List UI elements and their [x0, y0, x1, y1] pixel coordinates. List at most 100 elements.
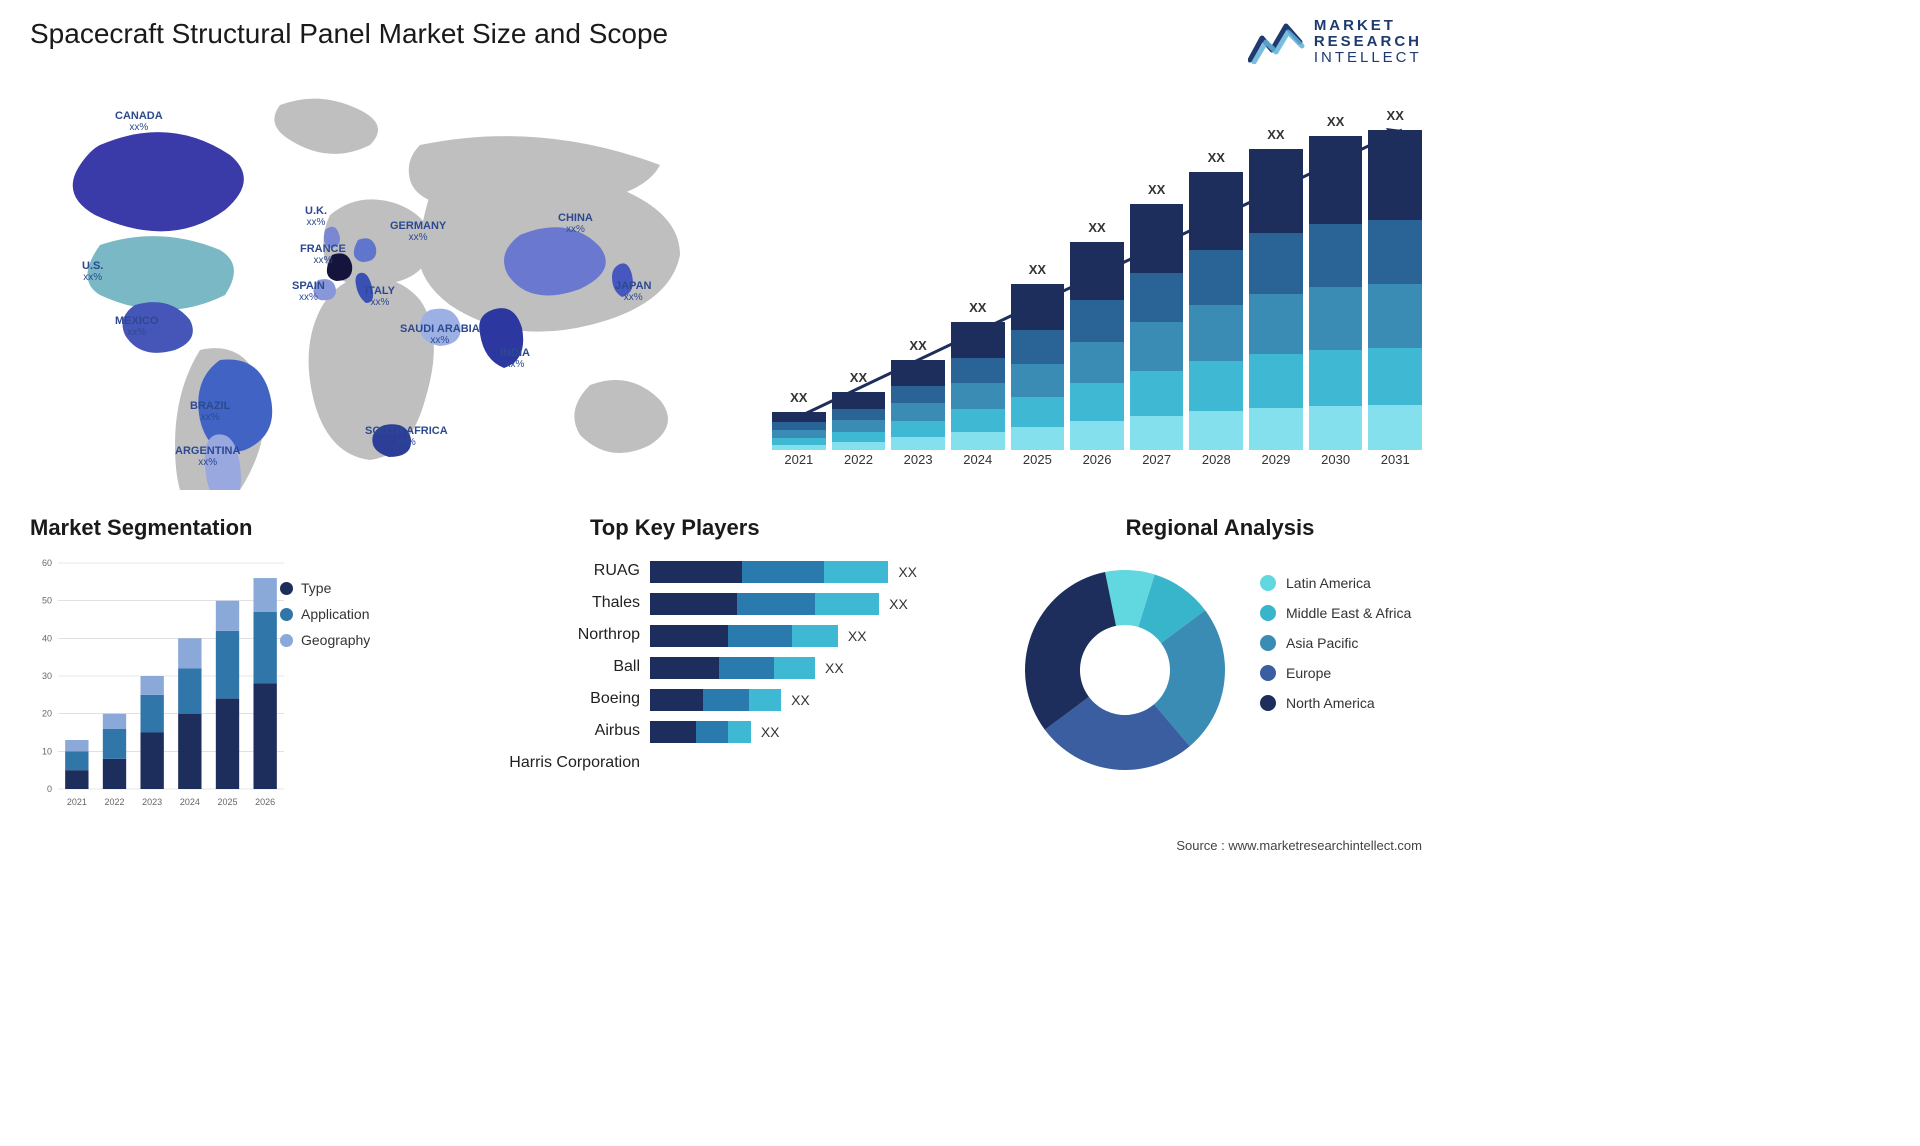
regional-legend-item: Asia Pacific: [1260, 635, 1411, 651]
map-label-france: FRANCExx%: [300, 243, 346, 266]
map-label-germany: GERMANYxx%: [390, 220, 446, 243]
market-bar-year-label: 2022: [832, 452, 886, 470]
market-bar-year-label: 2024: [951, 452, 1005, 470]
market-bar-2027: XX: [1130, 204, 1184, 450]
market-bar-2030: XX: [1309, 136, 1363, 450]
market-bar-2024: XX: [951, 322, 1005, 450]
segmentation-section: Market Segmentation 0 10 20 30 40 50 60 2021 202…: [30, 515, 460, 813]
market-bar-value-label: XX: [1130, 182, 1184, 197]
logo-icon: [1248, 20, 1306, 64]
player-bar-value: XX: [898, 564, 917, 580]
market-bar-2023: XX: [891, 360, 945, 450]
map-label-india: INDIAxx%: [500, 347, 530, 370]
market-size-bar-chart: XXXXXXXXXXXXXXXXXXXXXX 20212022202320242…: [772, 90, 1422, 470]
map-label-italy: ITALYxx%: [365, 285, 395, 308]
market-bar-2025: XX: [1011, 284, 1065, 450]
players-list: RUAGThalesNorthropBallBoeingAirbusHarris…: [470, 555, 640, 779]
svg-text:2022: 2022: [104, 797, 124, 807]
player-name: Harris Corporation: [470, 747, 640, 779]
market-bar-value-label: XX: [832, 370, 886, 385]
world-map: CANADAxx% U.S.xx% MEXICOxx% BRAZILxx% ARGENT…: [20, 85, 710, 490]
market-bar-value-label: XX: [1309, 114, 1363, 129]
map-label-spain: SPAINxx%: [292, 280, 325, 303]
player-bar-row: XX: [650, 656, 950, 680]
regional-section: Regional Analysis: [1020, 515, 1420, 553]
source-text: Source : www.marketresearchintellect.com: [1176, 838, 1422, 853]
logo: MARKET RESEARCH INTELLECT: [1248, 18, 1422, 65]
map-label-u-k-: U.K.xx%: [305, 205, 327, 228]
svg-text:50: 50: [42, 596, 52, 606]
svg-text:10: 10: [42, 746, 52, 756]
regional-legend: Latin AmericaMiddle East & AfricaAsia Pa…: [1260, 575, 1411, 725]
player-bar-row: XX: [650, 560, 950, 584]
player-name: Airbus: [470, 715, 640, 747]
market-bar-year-label: 2031: [1368, 452, 1422, 470]
segmentation-legend: TypeApplicationGeography: [280, 580, 370, 658]
svg-text:20: 20: [42, 709, 52, 719]
map-label-china: CHINAxx%: [558, 212, 593, 235]
market-bar-year-label: 2021: [772, 452, 826, 470]
player-bar-row: XX: [650, 624, 950, 648]
market-bar-year-label: 2029: [1249, 452, 1303, 470]
market-bar-value-label: XX: [951, 300, 1005, 315]
map-label-canada: CANADAxx%: [115, 110, 163, 133]
market-bar-year-label: 2025: [1011, 452, 1065, 470]
segmentation-chart: 0 10 20 30 40 50 60 2021 2022 2023 2024 2025 2026: [30, 553, 290, 813]
market-bar-value-label: XX: [772, 390, 826, 405]
player-name: RUAG: [470, 555, 640, 587]
svg-text:2025: 2025: [217, 797, 237, 807]
svg-text:60: 60: [42, 558, 52, 568]
market-bar-value-label: XX: [1189, 150, 1243, 165]
segmentation-title: Market Segmentation: [30, 515, 460, 541]
player-bar-row: XX: [650, 720, 950, 744]
svg-text:2024: 2024: [180, 797, 200, 807]
regional-legend-item: Europe: [1260, 665, 1411, 681]
market-bar-2028: XX: [1189, 172, 1243, 450]
map-label-saudi-arabia: SAUDI ARABIAxx%: [400, 323, 480, 346]
market-bar-year-label: 2028: [1189, 452, 1243, 470]
market-bar-year-label: 2030: [1309, 452, 1363, 470]
market-bar-value-label: XX: [1368, 108, 1422, 123]
page-title: Spacecraft Structural Panel Market Size …: [30, 18, 668, 50]
market-bar-2031: XX: [1368, 130, 1422, 450]
players-title: Top Key Players: [590, 515, 1000, 541]
map-label-u-s-: U.S.xx%: [82, 260, 103, 283]
segmentation-legend-item: Geography: [280, 632, 370, 648]
player-name: Northrop: [470, 619, 640, 651]
regional-donut-chart: [1010, 555, 1240, 785]
player-name: Ball: [470, 651, 640, 683]
market-bar-year-label: 2023: [891, 452, 945, 470]
map-label-japan: JAPANxx%: [615, 280, 651, 303]
player-bar-value: XX: [889, 596, 908, 612]
market-bar-year-label: 2026: [1070, 452, 1124, 470]
players-section: Top Key Players: [590, 515, 1000, 553]
regional-legend-item: Latin America: [1260, 575, 1411, 591]
players-bar-chart: XXXXXXXXXXXX: [650, 560, 950, 752]
market-bar-2026: XX: [1070, 242, 1124, 450]
player-bar-value: XX: [825, 660, 844, 676]
player-name: Boeing: [470, 683, 640, 715]
svg-text:2021: 2021: [67, 797, 87, 807]
market-bar-2021: XX: [772, 412, 826, 450]
map-label-mexico: MEXICOxx%: [115, 315, 158, 338]
player-bar-row: XX: [650, 592, 950, 616]
player-bar-value: XX: [848, 628, 867, 644]
market-bar-value-label: XX: [1070, 220, 1124, 235]
logo-text: MARKET RESEARCH INTELLECT: [1314, 18, 1422, 65]
player-bar-row: XX: [650, 688, 950, 712]
map-label-argentina: ARGENTINAxx%: [175, 445, 240, 468]
svg-text:2026: 2026: [255, 797, 275, 807]
svg-text:2023: 2023: [142, 797, 162, 807]
segmentation-legend-item: Type: [280, 580, 370, 596]
regional-legend-item: North America: [1260, 695, 1411, 711]
market-bar-year-label: 2027: [1130, 452, 1184, 470]
svg-text:40: 40: [42, 633, 52, 643]
map-label-south-africa: SOUTH AFRICAxx%: [365, 425, 448, 448]
svg-text:0: 0: [47, 784, 52, 794]
player-name: Thales: [470, 587, 640, 619]
map-label-brazil: BRAZILxx%: [190, 400, 230, 423]
svg-text:30: 30: [42, 671, 52, 681]
regional-title: Regional Analysis: [1020, 515, 1420, 541]
market-bar-2022: XX: [832, 392, 886, 450]
market-bar-value-label: XX: [1249, 127, 1303, 142]
